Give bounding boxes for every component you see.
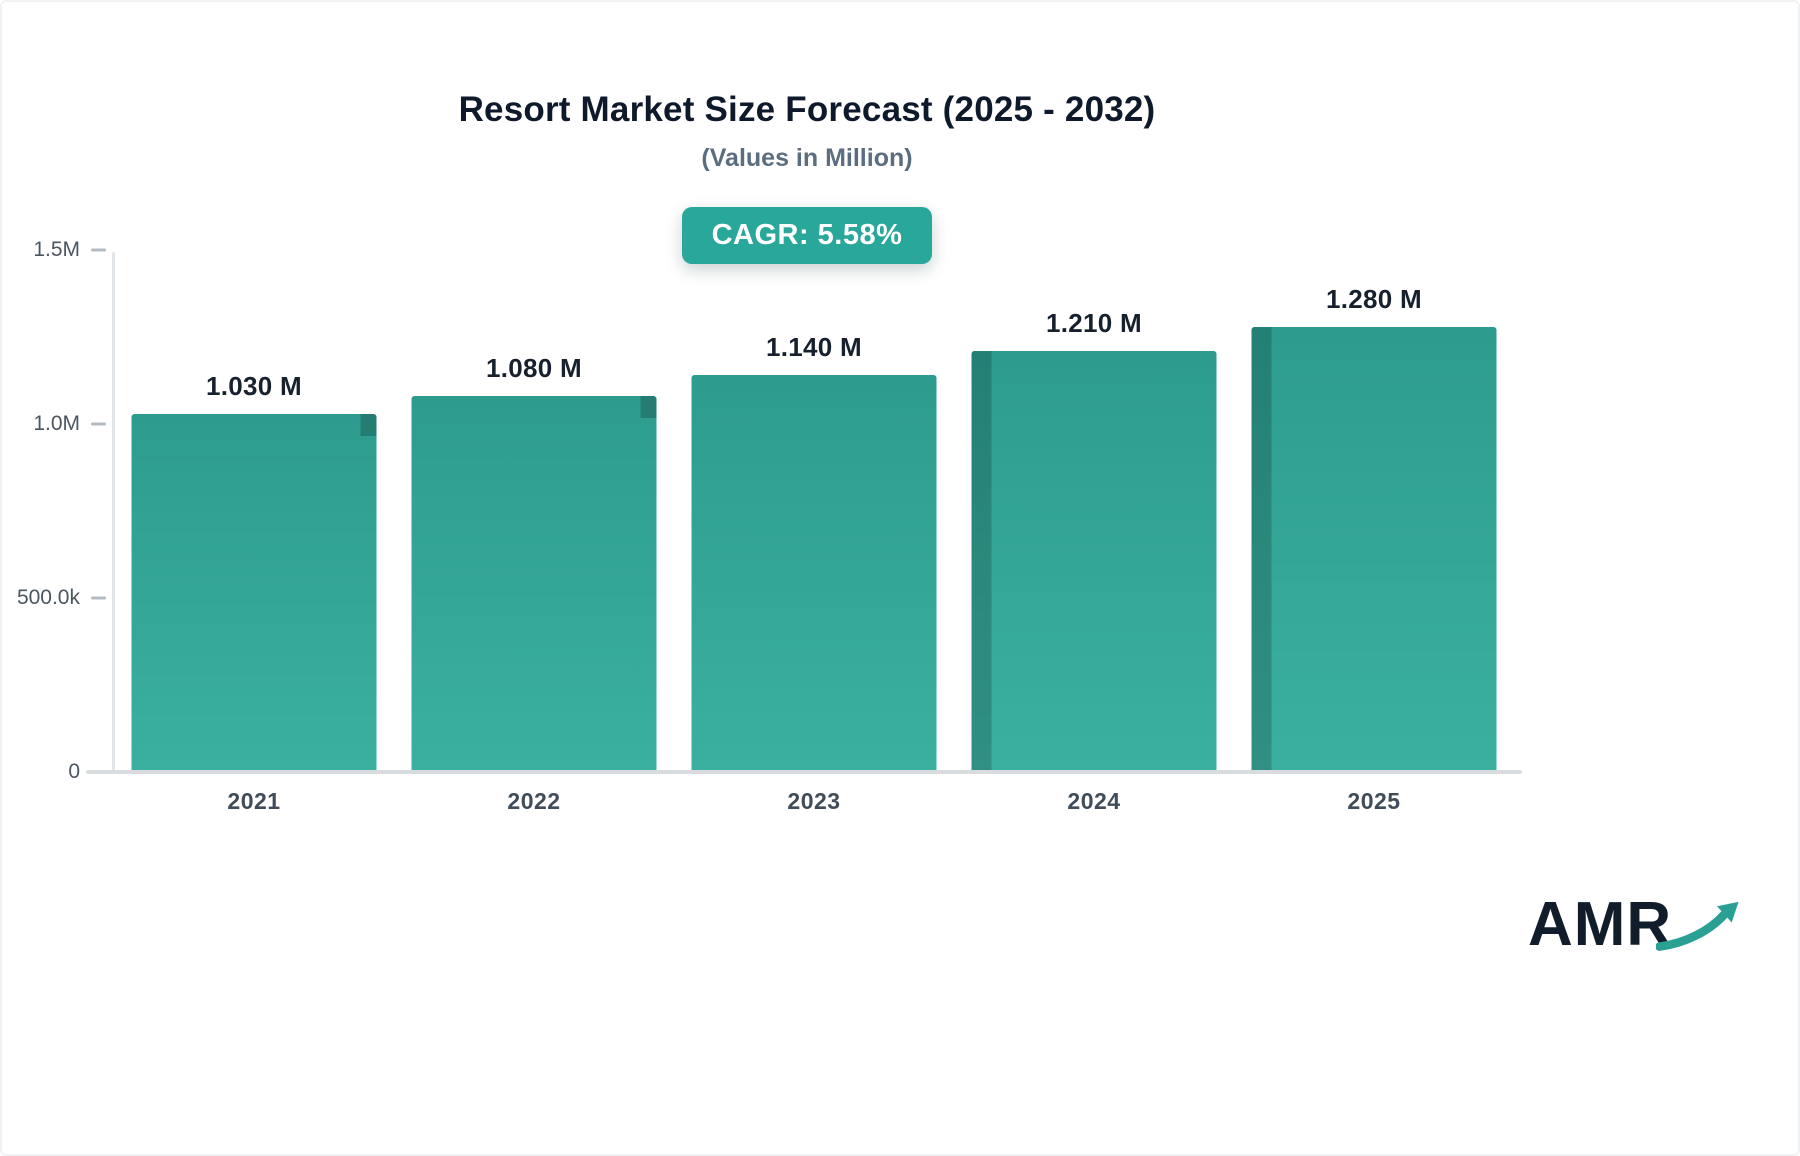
brand-logo: AMR <box>1528 894 1742 956</box>
bar-slot-2025: 1.280 M <box>1234 250 1514 772</box>
x-tick-label-2021: 2021 <box>227 788 281 814</box>
bar-slot-2021: 1.030 M <box>114 250 394 772</box>
bar-value-label: 1.080 M <box>485 353 583 383</box>
bar-2023 <box>691 375 937 772</box>
bar-value-label: 1.140 M <box>765 332 863 362</box>
chart-subtitle: (Values in Million) <box>701 144 913 172</box>
x-tick-label-2022: 2022 <box>507 788 561 814</box>
y-tick-mark <box>91 422 106 426</box>
x-tick-label-2025: 2025 <box>1347 788 1401 814</box>
y-axis: 1.5M 1.0M 500.0k 0 <box>2 238 114 783</box>
bar-slot-2024: 1.210 M <box>954 250 1234 772</box>
bar-value-label: 1.210 M <box>1045 308 1143 338</box>
x-tick-label-2023: 2023 <box>787 788 841 814</box>
y-tick-mark <box>91 248 106 252</box>
chart-header: Resort Market Size Forecast (2025 - 2032… <box>2 90 1612 264</box>
bar-2024 <box>971 351 1217 772</box>
y-tick-label-500.0k: 500.0k <box>16 586 80 609</box>
brand-logo-text: AMR <box>1528 890 1673 959</box>
y-tick-mark <box>91 596 106 600</box>
y-tick-label-1.0M: 1.0M <box>33 412 80 435</box>
growth-arrow-icon <box>1656 901 1739 951</box>
x-axis-line <box>86 770 1522 774</box>
x-tick-label-2024: 2024 <box>1067 788 1121 814</box>
bar-value-label: 1.030 M <box>205 371 303 401</box>
bar-2025 <box>1251 327 1497 772</box>
y-tick-label-0: 0 <box>68 760 80 783</box>
bar-slot-2022: 1.080 M <box>394 250 674 772</box>
y-axis-line <box>112 252 115 772</box>
bar-2022 <box>411 396 657 772</box>
bar-slot-2023: 1.140 M <box>674 250 954 772</box>
y-tick-label-1.5M: 1.5M <box>33 238 80 261</box>
chart-title: Resort Market Size Forecast (2025 - 2032… <box>458 90 1156 129</box>
bar-value-label: 1.280 M <box>1325 284 1423 314</box>
cagr-badge: CAGR: 5.58% <box>681 207 933 264</box>
x-axis-labels: 2021 2022 2023 2024 2025 <box>114 788 1514 815</box>
bar-2021 <box>131 414 377 772</box>
plot-area: 1.030 M 1.080 M 1.140 M 1.210 M 1.280 M <box>114 250 1514 772</box>
